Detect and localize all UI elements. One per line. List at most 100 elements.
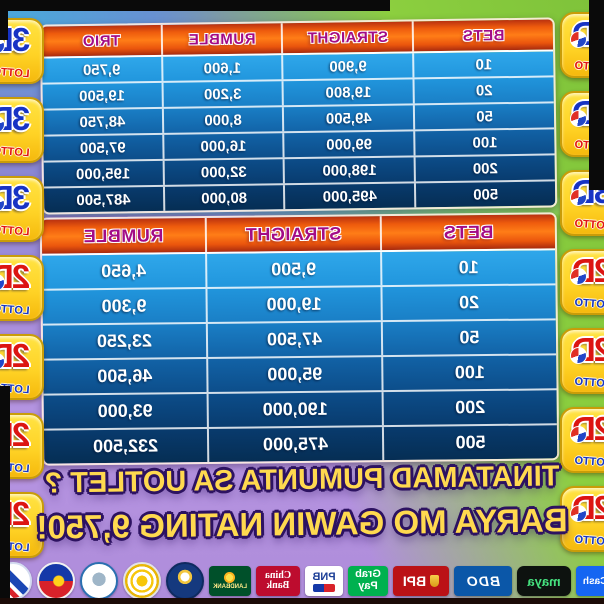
lotto-word: LOTTO xyxy=(0,144,30,160)
black-bar-bottom xyxy=(0,598,604,604)
sun-seal-icon xyxy=(123,562,161,600)
lotto-word: LOTTO xyxy=(0,302,30,318)
table-cell: 47,500 xyxy=(207,322,384,357)
column-header-bets: BETS xyxy=(462,26,505,45)
chinabank-label-line2: Bank xyxy=(266,580,290,591)
table-cell: 23,250 xyxy=(42,323,209,359)
gcash-logo: GCash xyxy=(576,566,604,596)
table-cell: 20 xyxy=(475,81,493,100)
table-cell: 3,200 xyxy=(163,81,285,107)
philippine-flag-pin-icon xyxy=(37,562,75,600)
black-bar-corner xyxy=(0,0,8,40)
table-cell: 232,500 xyxy=(43,428,210,464)
3d-lotto-badge: 3D LOTTO xyxy=(0,97,44,163)
table-cell: 46,500 xyxy=(43,358,209,394)
table-row: 10 9,500 4,650 xyxy=(42,250,555,289)
table-cell: 198,000 xyxy=(284,157,417,184)
table-cell: 32,000 xyxy=(164,159,286,185)
3d-lotto-label: 3D xyxy=(0,179,31,216)
lotto-word: LOTTO xyxy=(0,65,30,81)
lotto-word: LOTTO xyxy=(574,217,604,233)
headline-line1: TINATAMAD PUMUNTA SA UOTLET ? xyxy=(44,460,560,500)
landbank-emblem-icon xyxy=(224,572,236,583)
grabpay-logo: Grab Pay xyxy=(348,566,388,596)
table-cell: 50 xyxy=(459,327,480,348)
table-cell: 4,650 xyxy=(42,253,208,289)
table-cell: 50 xyxy=(476,107,494,126)
table-header-row-2d: BETS STRAIGHT RUMBLE xyxy=(41,214,556,256)
table-cell: 10 xyxy=(475,55,493,74)
table-cell: 19,000 xyxy=(207,287,383,322)
lotto-word: LOTTO xyxy=(0,223,30,239)
pcso-swirl-icon xyxy=(570,347,587,364)
black-bar-side-upper xyxy=(589,0,604,190)
table-cell: 19,500 xyxy=(42,82,164,109)
maya-logo: maya xyxy=(517,566,571,596)
table-row: 20 19,000 9,300 xyxy=(42,283,556,324)
column-header-straight: STRAIGHT xyxy=(283,21,415,54)
table-cell: 48,750 xyxy=(42,108,164,135)
bdo-logo: BDO xyxy=(454,566,512,596)
table-body-2d: 10 9,500 4,650 20 19,000 9,300 50 47,500… xyxy=(42,250,558,464)
landbank-logo: LANDBANK xyxy=(209,566,251,596)
table-cell: 49,500 xyxy=(284,105,416,132)
black-bar-side-lower xyxy=(0,386,10,604)
3d-lotto-label: 3D xyxy=(0,100,31,137)
table-cell: 200 xyxy=(455,397,486,418)
bdo-label: BDO xyxy=(465,573,501,589)
table-cell: 9,750 xyxy=(42,56,164,83)
pnb-logo: PNB xyxy=(305,566,343,596)
payout-table-2d-lotto: BETS STRAIGHT RUMBLE 10 9,500 4,650 20 1… xyxy=(39,212,560,466)
pcso-swirl-icon xyxy=(570,31,587,48)
pcso-swirl-icon xyxy=(570,268,587,285)
column-header-straight: STRAIGHT xyxy=(206,216,383,252)
table-cell: 10 xyxy=(458,257,479,278)
payout-table-3d-lotto: BETS STRAIGHT RUMBLE TRIO 10 9,900 1,600… xyxy=(39,17,558,215)
2d-lotto-badge: 2D LOTTO xyxy=(0,255,44,321)
table-cell: 9,500 xyxy=(206,252,383,287)
table-cell: 99,000 xyxy=(284,131,416,158)
table-cell: 9,300 xyxy=(42,288,208,324)
table-cell: 97,500 xyxy=(43,134,165,161)
table-cell: 475,000 xyxy=(208,427,385,462)
bpi-logo: BPI xyxy=(393,566,449,596)
table-cell: 8,000 xyxy=(163,107,285,133)
column-header-trio: TRIO xyxy=(41,24,163,57)
pcso-swirl-icon xyxy=(570,110,587,127)
bpi-shield-icon xyxy=(430,575,440,587)
table-cell: 80,000 xyxy=(164,185,286,211)
column-header-rumble: RUMBLE xyxy=(41,217,207,254)
3d-lotto-badge: 3D LOTTO xyxy=(0,176,44,242)
table-cell: 495,000 xyxy=(285,183,417,210)
column-header-bets: BETS xyxy=(443,221,494,242)
table-row: 100 95,000 46,500 xyxy=(43,353,557,394)
pnb-label: PNB xyxy=(312,570,336,583)
lotto-word: LOTTO xyxy=(574,375,604,391)
table-cell: 190,000 xyxy=(208,392,384,427)
table-row: 200 190,000 93,000 xyxy=(43,388,557,429)
table-cell: 9,900 xyxy=(283,53,415,80)
table-cell: 195,000 xyxy=(43,160,165,187)
table-cell: 93,000 xyxy=(43,393,209,429)
black-bar-top xyxy=(8,0,390,11)
2d-lotto-label: 2D xyxy=(0,337,31,374)
headline-line2: BARYA MO GAWIN NATING 9,750! xyxy=(36,501,568,546)
2d-lotto-badge: 2DLOTTO xyxy=(560,328,604,394)
navy-crest-seal-icon xyxy=(166,562,204,600)
bpi-label: BPI xyxy=(402,573,427,589)
column-header-rumble: RUMBLE xyxy=(162,23,284,55)
maya-label: maya xyxy=(527,573,561,589)
pcso-swirl-icon xyxy=(570,189,587,206)
table-row: 50 47,500 23,250 xyxy=(42,318,557,359)
trophy-seal-icon xyxy=(80,562,118,600)
table-cell: 200 xyxy=(472,159,498,178)
table-cell: 500 xyxy=(455,432,486,453)
table-cell: 487,500 xyxy=(43,186,165,213)
2d-lotto-label: 2D xyxy=(0,258,31,295)
table-cell: 19,800 xyxy=(283,79,415,106)
table-cell: 20 xyxy=(458,292,480,313)
table-cell: 100 xyxy=(472,133,498,152)
